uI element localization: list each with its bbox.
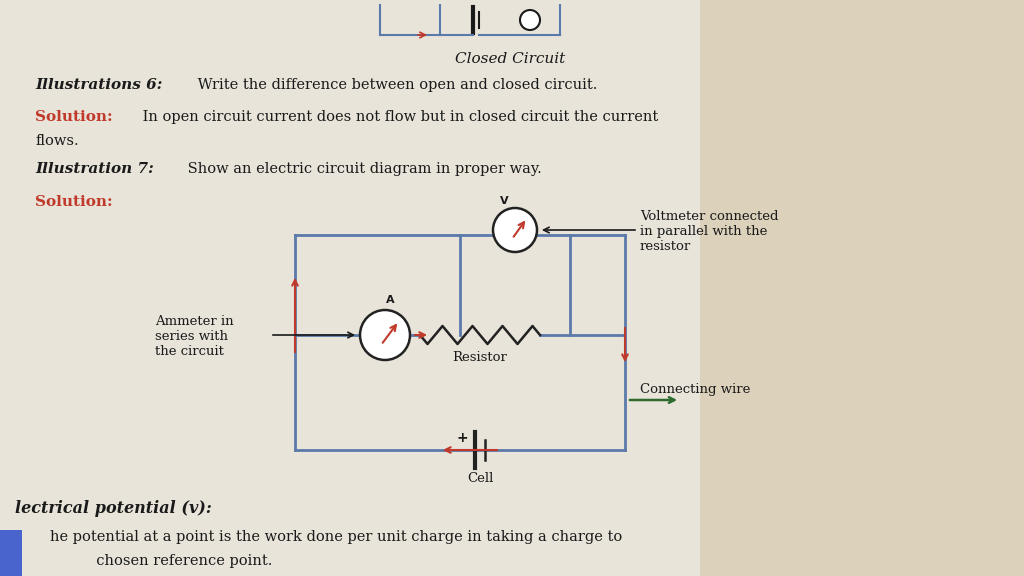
Text: +: +	[456, 431, 468, 445]
Text: lectrical potential (v):: lectrical potential (v):	[15, 500, 212, 517]
Text: Cell: Cell	[467, 472, 494, 485]
Bar	[700, 0, 1024, 576]
Text: Resistor: Resistor	[453, 351, 508, 364]
Text: Connecting wire: Connecting wire	[640, 384, 751, 396]
Text: A: A	[386, 295, 394, 305]
Text: In open circuit current does not flow but in closed circuit the current: In open circuit current does not flow bu…	[138, 110, 658, 124]
Text: chosen reference point.: chosen reference point.	[50, 554, 272, 568]
Circle shape	[520, 10, 540, 30]
Bar	[0, 530, 22, 576]
Text: Ammeter in
series with
the circuit: Ammeter in series with the circuit	[155, 315, 233, 358]
Text: Closed Circuit: Closed Circuit	[455, 52, 565, 66]
Circle shape	[493, 208, 537, 252]
Circle shape	[360, 310, 410, 360]
Text: V: V	[500, 196, 508, 206]
Text: Illustrations 6:: Illustrations 6:	[35, 78, 163, 92]
Text: Illustration 7:: Illustration 7:	[35, 162, 154, 176]
Text: Write the difference between open and closed circuit.: Write the difference between open and cl…	[193, 78, 597, 92]
Text: Voltmeter connected
in parallel with the
resistor: Voltmeter connected in parallel with the…	[640, 210, 778, 253]
Text: Solution:: Solution:	[35, 195, 113, 209]
Text: Show an electric circuit diagram in proper way.: Show an electric circuit diagram in prop…	[183, 162, 542, 176]
Text: he potential at a point is the work done per unit charge in taking a charge to: he potential at a point is the work done…	[50, 530, 623, 544]
Text: flows.: flows.	[35, 134, 79, 148]
Text: Solution:: Solution:	[35, 110, 113, 124]
